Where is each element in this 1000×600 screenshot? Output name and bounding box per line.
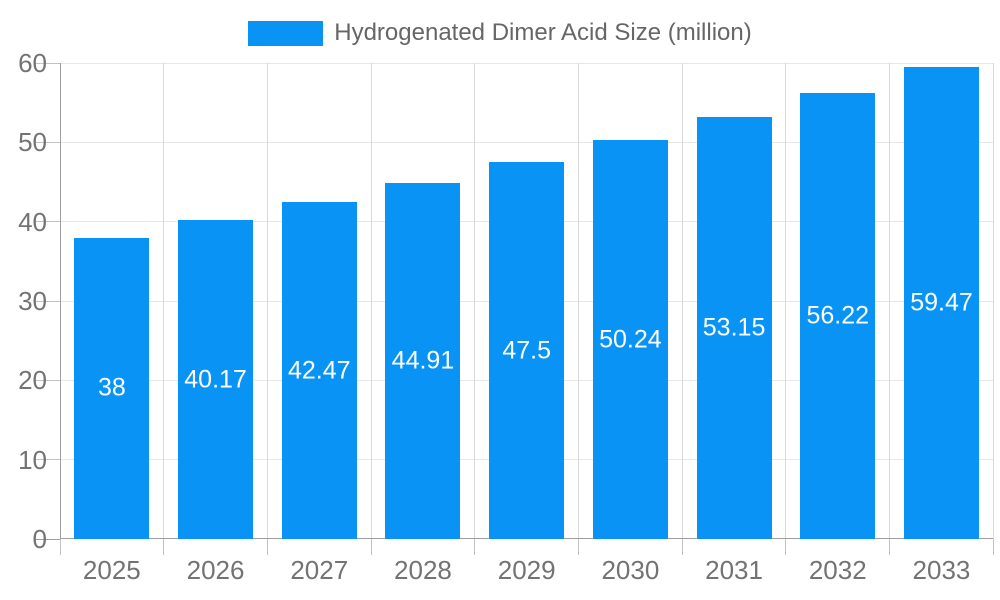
y-axis-tick: [35, 300, 60, 302]
bar-value-label: 40.17: [184, 365, 247, 394]
y-axis-tick: [35, 379, 60, 381]
y-axis-tick: [35, 538, 60, 540]
x-axis-tick: [889, 539, 891, 555]
bar-2026: 40.17: [178, 220, 254, 539]
y-axis-tick: [35, 459, 60, 461]
x-axis-tick: [681, 539, 683, 555]
x-axis-tick: [474, 539, 476, 555]
x-axis-tick: [59, 539, 61, 555]
y-tick-label: 50: [18, 127, 47, 158]
y-tick-label: 20: [18, 365, 47, 396]
bar-2025: 38: [74, 237, 150, 539]
y-tick-label: 30: [18, 286, 47, 316]
gridline-vertical: [266, 63, 268, 539]
x-axis-tick: [370, 539, 372, 555]
x-tick-label: 2030: [601, 555, 660, 585]
gridline-vertical: [370, 63, 372, 539]
x-tick-label: 2033: [912, 555, 971, 585]
bar-value-label: 47.5: [502, 336, 551, 365]
bar-2027: 42.47: [281, 202, 357, 539]
y-tick-label: 40: [18, 206, 47, 237]
gridline-vertical: [474, 63, 476, 539]
x-tick-label: 2025: [82, 555, 141, 585]
x-tick-label: 2031: [705, 555, 763, 585]
y-axis-tick: [35, 221, 60, 223]
y-tick-label: 60: [18, 48, 47, 78]
y-axis-tick: [35, 141, 60, 143]
gridline-horizontal: [60, 62, 994, 64]
gridline-vertical: [163, 63, 165, 539]
x-tick-label: 2032: [808, 555, 867, 585]
x-axis-tick: [266, 539, 268, 555]
gridline-vertical: [681, 63, 683, 539]
x-tick-label: 2026: [186, 555, 245, 585]
y-tick-label: 10: [18, 444, 47, 475]
bar-value-label: 44.91: [391, 346, 455, 375]
bar-value-label: 38: [97, 373, 126, 402]
x-axis-tick: [163, 539, 165, 555]
bar-value-label: 42.47: [287, 356, 351, 385]
y-tick-label: 0: [32, 524, 47, 554]
x-axis-tick: [578, 539, 580, 555]
gridline-vertical: [889, 63, 891, 539]
y-axis-tick: [35, 62, 60, 64]
bar-2033: 59.47: [903, 67, 979, 539]
legend-label: Hydrogenated Dimer Acid Size (million): [334, 19, 752, 46]
legend-item[interactable]: Hydrogenated Dimer Acid Size (million): [0, 19, 1000, 47]
bar-value-label: 50.24: [599, 325, 662, 354]
x-axis-tick: [785, 539, 787, 555]
bar-2030: 50.24: [592, 140, 668, 539]
gridline-vertical: [578, 63, 580, 539]
x-tick-label: 2028: [394, 555, 452, 585]
gridline-vertical: [785, 63, 787, 539]
bar-value-label: 56.22: [806, 301, 870, 330]
x-tick-label: 2027: [290, 555, 349, 585]
gridline-vertical: [992, 63, 994, 539]
bar-value-label: 53.15: [702, 313, 766, 342]
bar-2031: 53.15: [696, 117, 772, 539]
bar-2028: 44.91: [385, 182, 461, 539]
legend-swatch: [248, 20, 324, 46]
x-tick-label: 2029: [497, 555, 556, 585]
bar-2032: 56.22: [800, 93, 876, 539]
y-axis-line: [60, 63, 61, 539]
bar-2029: 47.5: [489, 162, 565, 539]
gridline-horizontal: [60, 141, 994, 143]
bar-value-label: 59.47: [910, 288, 973, 317]
x-axis-tick: [992, 539, 994, 555]
plot-area: 38 40.17 42.47 44.91 47.5 50.24 53.15 56.22 59.4…: [35, 62, 994, 555]
